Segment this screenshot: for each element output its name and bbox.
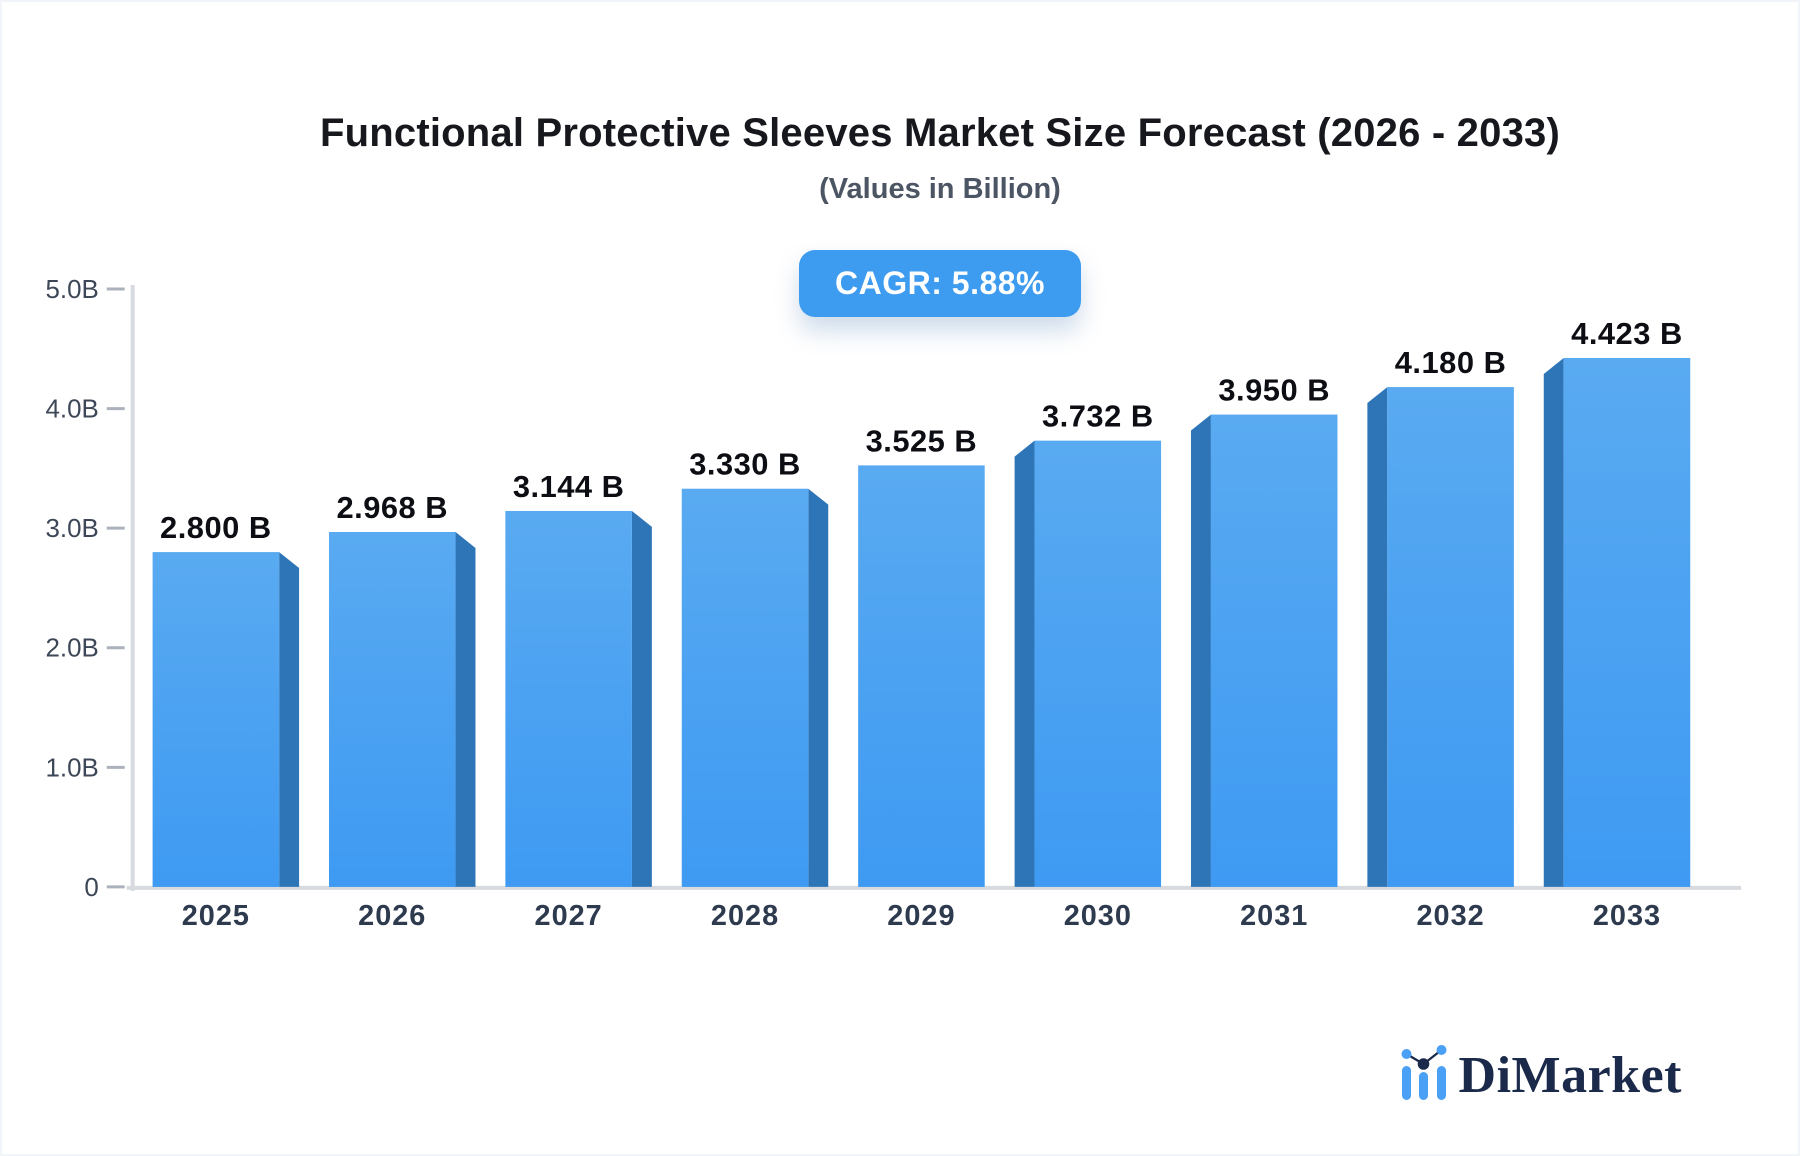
- bar-side: [1190, 414, 1211, 887]
- bar-2030: [1034, 440, 1162, 887]
- bar-value-label: 3.732 B: [1042, 399, 1154, 434]
- y-axis-label: 1.0B: [45, 754, 98, 782]
- bar-side: [1014, 440, 1035, 887]
- bar-side: [1367, 387, 1388, 887]
- bar-2026: [328, 531, 456, 887]
- bar-value-label: 4.423 B: [1571, 316, 1683, 351]
- chart-header: Functional Protective Sleeves Market Siz…: [82, 110, 1798, 317]
- x-axis-label: 2031: [1240, 900, 1308, 932]
- bar-side: [1543, 358, 1564, 887]
- bar-value-label: 3.525 B: [866, 423, 978, 458]
- bar-2025: [152, 552, 280, 887]
- bar-side: [808, 488, 829, 887]
- x-axis-label: 2029: [887, 900, 955, 932]
- bar-value-label: 3.330 B: [689, 447, 801, 482]
- y-axis-label: 2.0B: [45, 635, 98, 663]
- y-axis-label: 4.0B: [45, 396, 98, 424]
- x-axis-label: 2033: [1593, 900, 1661, 932]
- bar-2028: [681, 488, 809, 887]
- bar-value-label: 2.968 B: [336, 490, 448, 525]
- chart-subtitle: (Values in Billion): [819, 173, 1061, 205]
- cagr-badge: CAGR: 5.88%: [799, 250, 1081, 317]
- bar-side: [631, 510, 652, 887]
- bar-side: [279, 552, 300, 887]
- x-axis-label: 2025: [182, 900, 250, 932]
- brand-logo: DiMarket: [1401, 1042, 1682, 1104]
- bar-2031: [1210, 414, 1338, 887]
- page-title: Functional Protective Sleeves Market Siz…: [319, 111, 1560, 155]
- y-axis-label: 0: [84, 874, 98, 902]
- x-axis-label: 2028: [711, 900, 779, 932]
- x-axis-label: 2026: [358, 900, 426, 932]
- bar-2033: [1563, 358, 1691, 887]
- brand-name: DiMarket: [1458, 1047, 1682, 1104]
- bar-value-label: 3.950 B: [1218, 373, 1330, 408]
- x-axis-label: 2027: [535, 900, 603, 932]
- y-axis-label: 5.0B: [45, 276, 98, 304]
- bar-2027: [505, 510, 632, 887]
- bar-side: [455, 531, 476, 887]
- x-axis-label: 2030: [1064, 900, 1132, 932]
- x-axis-label: 2032: [1416, 900, 1484, 932]
- y-axis-label: 3.0B: [45, 515, 98, 543]
- bar-value-label: 2.800 B: [160, 510, 272, 545]
- bar-2032: [1387, 387, 1514, 887]
- bar-2029: [858, 465, 985, 887]
- mini-bar-chart-icon: [1401, 1045, 1447, 1100]
- bar-value-label: 3.144 B: [513, 469, 625, 504]
- bar-value-label: 4.180 B: [1395, 345, 1507, 380]
